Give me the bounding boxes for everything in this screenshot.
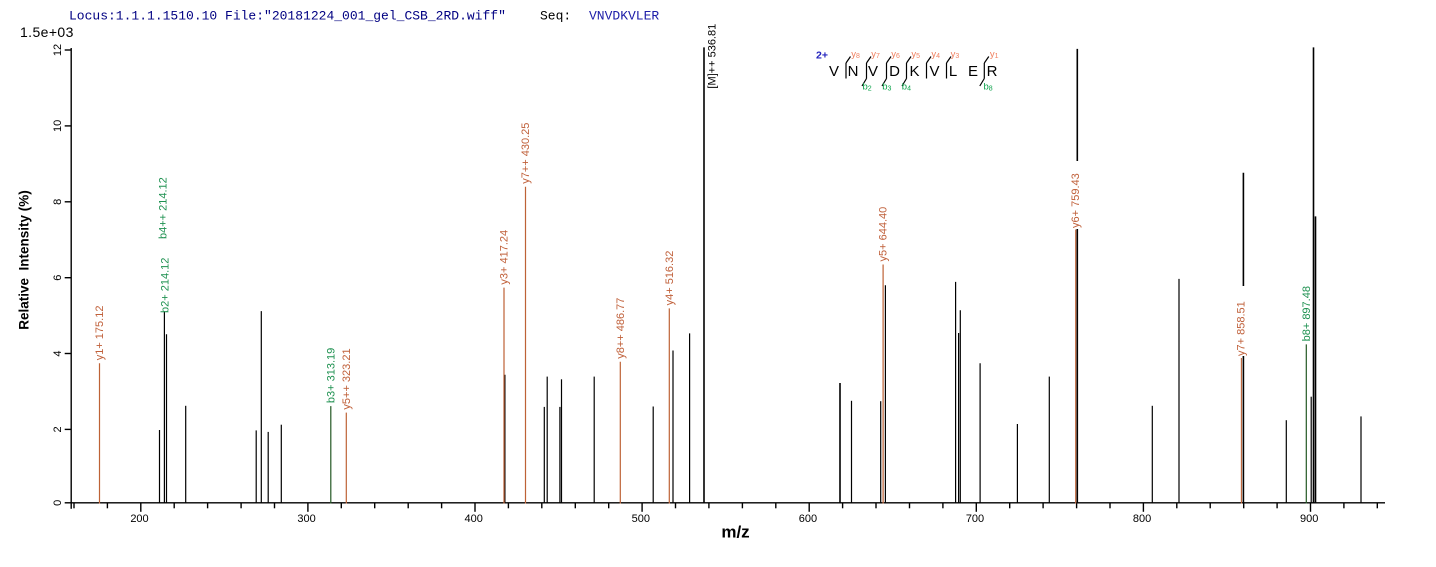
svg-text:6: 6 (52, 275, 64, 281)
svg-text:E: E (968, 63, 978, 80)
svg-text:y4+ 516.32: y4+ 516.32 (664, 251, 676, 306)
svg-text:y6: y6 (891, 49, 900, 60)
svg-text:0: 0 (52, 500, 64, 506)
svg-text:L: L (949, 63, 957, 80)
svg-text:V: V (829, 63, 839, 80)
svg-text:900: 900 (1300, 513, 1318, 525)
svg-text:VNVDKVLER: VNVDKVLER (589, 9, 659, 24)
svg-text:b8: b8 (984, 82, 993, 93)
svg-text:1.5e+03: 1.5e+03 (20, 24, 74, 40)
svg-text:Seq:: Seq: (540, 9, 571, 24)
svg-text:2: 2 (52, 426, 64, 432)
svg-text:[M]++ 536.81: [M]++ 536.81 (707, 24, 719, 89)
svg-text:b4: b4 (902, 82, 911, 93)
svg-text:2+: 2+ (816, 50, 828, 62)
svg-text:300: 300 (297, 513, 315, 525)
svg-text:m/z: m/z (721, 523, 749, 542)
svg-text:400: 400 (465, 513, 483, 525)
svg-text:y7+ 858.51: y7+ 858.51 (1236, 301, 1248, 356)
svg-text:y4: y4 (931, 49, 940, 60)
svg-text:y1: y1 (990, 49, 999, 60)
svg-text:y3: y3 (951, 49, 960, 60)
svg-text:Locus:1.1.1.1510.10 File:"2018: Locus:1.1.1.1510.10 File:"20181224_001_g… (69, 9, 506, 24)
svg-text:V: V (929, 63, 939, 80)
svg-text:600: 600 (799, 513, 817, 525)
svg-text:K: K (909, 63, 919, 80)
svg-text:D: D (889, 63, 900, 80)
svg-text:y7++ 430.25: y7++ 430.25 (520, 123, 532, 184)
svg-text:y8: y8 (851, 49, 860, 60)
svg-text:b4++ 214.12: b4++ 214.12 (158, 177, 170, 239)
svg-text:Relative Intensity (%): Relative Intensity (%) (17, 190, 32, 330)
svg-text:y8++ 486.77: y8++ 486.77 (615, 298, 627, 359)
svg-text:R: R (987, 63, 998, 80)
svg-text:y5: y5 (911, 49, 920, 60)
svg-text:V: V (868, 63, 878, 80)
svg-text:b3: b3 (882, 82, 891, 93)
svg-text:b8+ 897.48: b8+ 897.48 (1301, 286, 1313, 341)
svg-text:y5+ 644.40: y5+ 644.40 (878, 207, 890, 262)
svg-text:b3+ 313.19: b3+ 313.19 (325, 348, 337, 403)
svg-text:y7: y7 (871, 49, 880, 60)
svg-text:10: 10 (52, 120, 64, 132)
svg-text:y3+ 417.24: y3+ 417.24 (499, 230, 511, 285)
svg-text:700: 700 (966, 513, 984, 525)
svg-text:500: 500 (632, 513, 650, 525)
svg-text:y5++ 323.21: y5++ 323.21 (341, 348, 353, 409)
svg-text:y1+ 175.12: y1+ 175.12 (94, 306, 106, 361)
svg-text:8: 8 (52, 199, 64, 205)
svg-text:800: 800 (1133, 513, 1151, 525)
svg-text:12: 12 (52, 44, 64, 56)
svg-text:b2+ 214.12: b2+ 214.12 (160, 258, 172, 313)
svg-text:N: N (848, 63, 859, 80)
svg-text:y6+ 759.43: y6+ 759.43 (1070, 173, 1082, 228)
svg-text:b2: b2 (863, 82, 872, 93)
svg-text:4: 4 (52, 350, 64, 356)
svg-text:200: 200 (130, 513, 148, 525)
